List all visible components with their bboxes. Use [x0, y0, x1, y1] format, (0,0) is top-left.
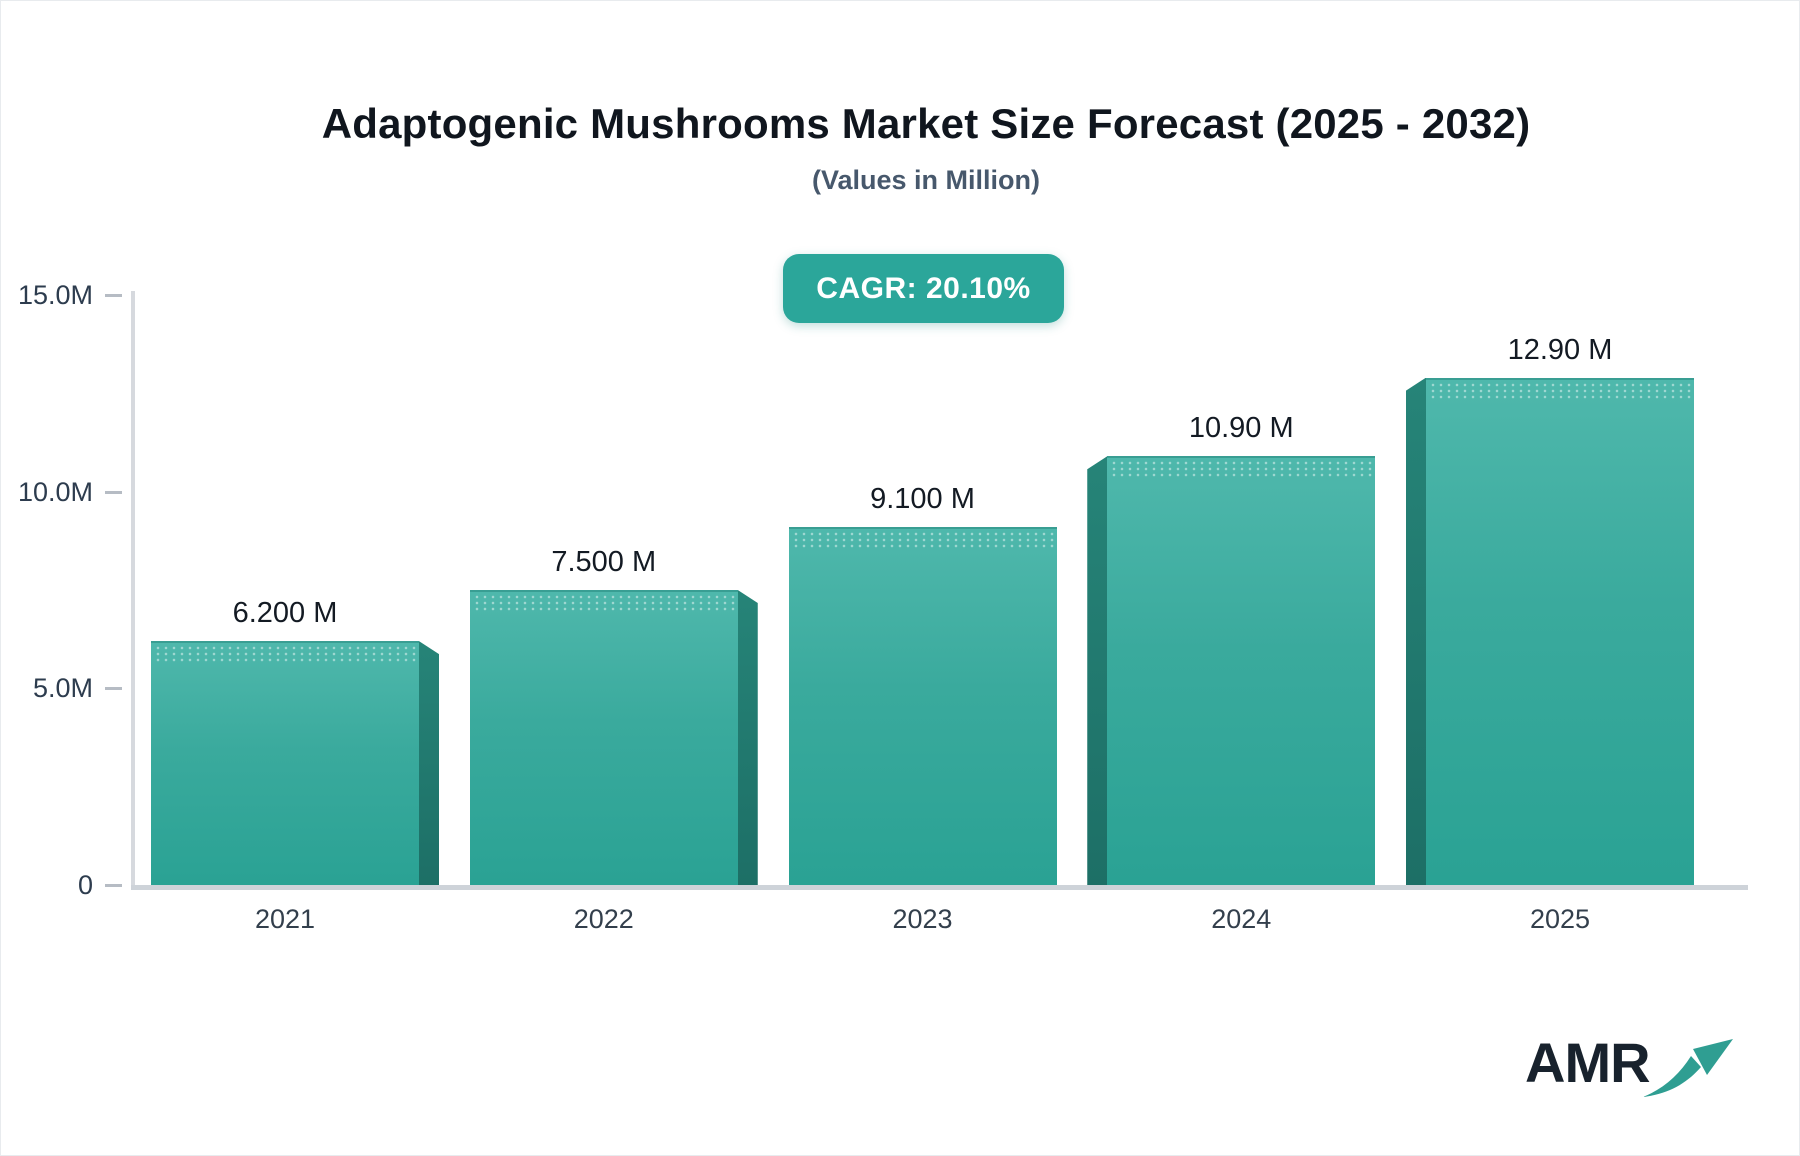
chart-subtitle: (Values in Million): [811, 165, 1041, 195]
bar-value-label: 6.200 M: [232, 597, 338, 630]
trend-arrow-tail: [1643, 1056, 1701, 1097]
bar: [151, 641, 419, 885]
x-category-label: 2024: [1211, 904, 1272, 934]
bar-side-face: [1087, 456, 1108, 885]
x-category-label: 2021: [254, 904, 316, 934]
amr-logo: AMR: [1525, 1033, 1745, 1123]
bar-side-face: [419, 641, 439, 885]
bar-side-face: [737, 590, 758, 885]
bar-value-label: 7.500 M: [551, 546, 657, 578]
bar: [788, 527, 1057, 885]
y-tick-label: 5.0M: [32, 673, 93, 704]
bar: [1107, 456, 1376, 885]
y-tick-mark: [105, 294, 122, 297]
trend-arrow-icon: [1643, 1039, 1733, 1097]
trend-arrow-head: [1693, 1039, 1733, 1075]
y-tick-label: 0: [77, 870, 93, 900]
bar: [469, 590, 738, 885]
cagr-badge-label: CAGR: 20.10%: [816, 271, 1031, 305]
x-axis-line: [131, 885, 1748, 890]
chart-title: Adaptogenic Mushrooms Market Size Foreca…: [321, 100, 1531, 147]
y-tick-label: 15.0M: [17, 280, 93, 310]
bar: [1426, 377, 1694, 885]
x-category-label: 2025: [1529, 904, 1591, 934]
cagr-badge: CAGR: 20.10%: [783, 254, 1064, 323]
x-category-label: 2023: [892, 904, 953, 934]
y-axis-line: [131, 291, 135, 890]
y-tick-label: 10.0M: [17, 476, 93, 507]
y-tick-mark: [105, 687, 122, 691]
bar-value-label: 9.100 M: [870, 483, 975, 516]
y-tick-mark: [105, 490, 122, 494]
y-tick-mark: [105, 884, 122, 887]
x-category-label: 2022: [573, 904, 634, 934]
bar-side-face: [1406, 377, 1426, 885]
bar-value-label: 10.90 M: [1188, 412, 1294, 445]
bar-value-label: 12.90 M: [1507, 333, 1613, 366]
logo-text: AMR: [1525, 1031, 1651, 1094]
